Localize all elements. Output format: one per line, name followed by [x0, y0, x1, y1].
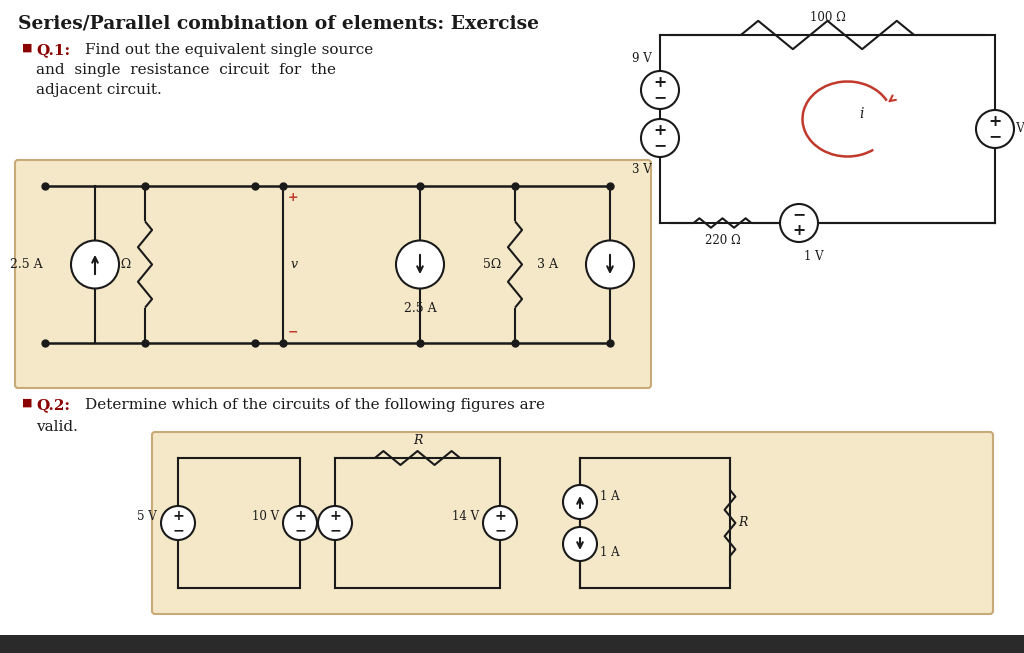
Text: 100 Ω: 100 Ω — [810, 11, 846, 24]
FancyBboxPatch shape — [152, 432, 993, 614]
Text: 1 A: 1 A — [600, 545, 620, 558]
Circle shape — [563, 527, 597, 561]
Text: 5 V: 5 V — [1005, 123, 1024, 136]
Text: +: + — [653, 123, 667, 138]
Text: −: − — [294, 523, 306, 537]
Text: −: − — [653, 91, 667, 106]
Text: −: − — [288, 325, 298, 338]
Text: −: − — [653, 138, 667, 153]
Text: +: + — [988, 114, 1001, 129]
Text: +: + — [653, 74, 667, 89]
Text: +: + — [288, 191, 298, 204]
Text: ■: ■ — [22, 398, 33, 408]
Circle shape — [976, 110, 1014, 148]
Circle shape — [71, 240, 119, 289]
Bar — [0, 635, 1024, 653]
Text: and  single  resistance  circuit  for  the: and single resistance circuit for the — [36, 63, 336, 77]
Text: 5 V: 5 V — [137, 511, 157, 524]
Text: 2 V: 2 V — [294, 511, 314, 524]
Text: R: R — [738, 517, 748, 530]
Text: v: v — [291, 258, 298, 271]
Circle shape — [641, 71, 679, 109]
Circle shape — [586, 240, 634, 289]
Text: R: R — [413, 434, 422, 447]
Circle shape — [563, 485, 597, 519]
Text: 3 A: 3 A — [537, 258, 558, 271]
Text: 2.5 A: 2.5 A — [10, 258, 43, 271]
Text: +: + — [494, 509, 506, 523]
Text: Determine which of the circuits of the following figures are: Determine which of the circuits of the f… — [85, 398, 545, 412]
Text: Series/Parallel combination of elements: Exercise: Series/Parallel combination of elements:… — [18, 15, 539, 33]
Circle shape — [161, 506, 195, 540]
Text: 5Ω: 5Ω — [113, 258, 131, 271]
Text: −: − — [494, 523, 506, 537]
Text: −: − — [793, 208, 806, 223]
Text: 220 Ω: 220 Ω — [705, 234, 740, 247]
Text: −: − — [172, 523, 184, 537]
Text: i: i — [859, 107, 864, 121]
Text: +: + — [294, 509, 306, 523]
Text: +: + — [329, 509, 341, 523]
Text: 9 V: 9 V — [632, 52, 652, 65]
Text: 10 V: 10 V — [252, 511, 279, 524]
Text: 3 V: 3 V — [632, 163, 652, 176]
Text: +: + — [793, 223, 806, 238]
Text: −: − — [988, 129, 1001, 144]
Text: ■: ■ — [22, 43, 33, 53]
Circle shape — [483, 506, 517, 540]
Text: Find out the equivalent single source: Find out the equivalent single source — [85, 43, 374, 57]
Text: 2.5 A: 2.5 A — [403, 302, 436, 315]
Circle shape — [283, 506, 317, 540]
Circle shape — [396, 240, 444, 289]
Text: 1 V: 1 V — [804, 250, 823, 263]
Circle shape — [318, 506, 352, 540]
Text: valid.: valid. — [36, 420, 78, 434]
Text: 14 V: 14 V — [452, 511, 479, 524]
Text: +: + — [172, 509, 184, 523]
Circle shape — [780, 204, 818, 242]
Text: adjacent circuit.: adjacent circuit. — [36, 83, 162, 97]
Text: 1 A: 1 A — [600, 490, 620, 503]
Text: Q.1:: Q.1: — [36, 43, 70, 57]
Text: Q.2:: Q.2: — [36, 398, 70, 412]
Text: 5Ω: 5Ω — [482, 258, 501, 271]
FancyBboxPatch shape — [15, 160, 651, 388]
Circle shape — [641, 119, 679, 157]
Text: −: − — [329, 523, 341, 537]
